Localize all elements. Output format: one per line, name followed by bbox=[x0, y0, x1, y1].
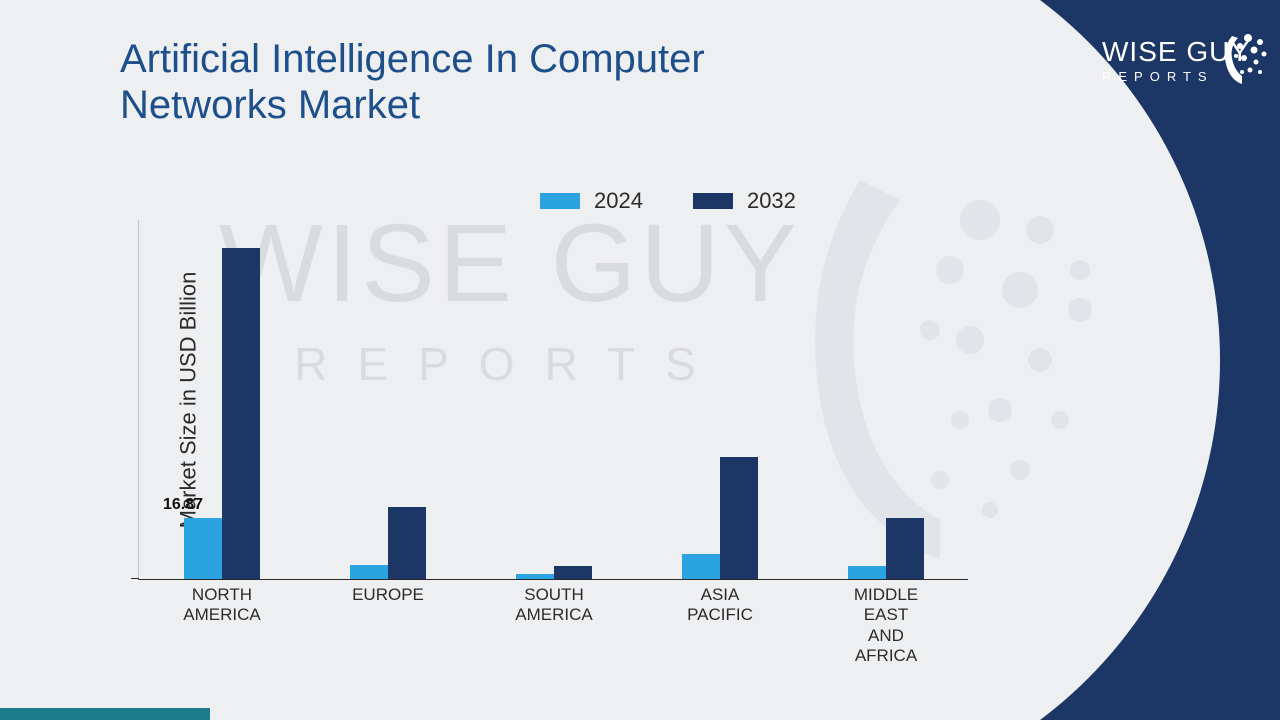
bar-group: SOUTHAMERICA bbox=[474, 566, 634, 579]
brand-line2: REPORTS bbox=[1102, 69, 1214, 84]
bar-2032 bbox=[388, 507, 426, 579]
legend-swatch bbox=[540, 193, 580, 209]
legend-swatch bbox=[693, 193, 733, 209]
legend: 2024 2032 bbox=[540, 188, 796, 214]
bar-group: MIDDLEEASTANDAFRICA bbox=[806, 518, 966, 579]
bar-group: ASIAPACIFIC bbox=[640, 457, 800, 579]
category-label: EUROPE bbox=[318, 585, 458, 605]
plot-area: 16.87NORTHAMERICAEUROPE SOUTHAMERICA ASIAP… bbox=[138, 220, 968, 580]
bar-2032 bbox=[720, 457, 758, 579]
chart-title: Artificial Intelligence In Computer Netw… bbox=[120, 36, 840, 128]
legend-item-2032: 2032 bbox=[693, 188, 796, 214]
bar-group: EUROPE bbox=[308, 507, 468, 579]
bar-2024 bbox=[848, 566, 886, 579]
category-label: SOUTHAMERICA bbox=[484, 585, 624, 626]
bar-value-label: 16.87 bbox=[163, 496, 203, 514]
bar-chart: Market Size in USD Billion 16.87NORTHAME… bbox=[98, 220, 968, 580]
bar-2024 bbox=[516, 574, 554, 579]
category-label: NORTHAMERICA bbox=[152, 585, 292, 626]
bar-2032 bbox=[554, 566, 592, 579]
legend-label: 2032 bbox=[747, 188, 796, 214]
category-label: MIDDLEEASTANDAFRICA bbox=[816, 585, 956, 667]
bar-2024 bbox=[682, 554, 720, 579]
bar-group: 16.87NORTHAMERICA bbox=[142, 248, 302, 579]
bar-2032 bbox=[222, 248, 260, 579]
category-label: ASIAPACIFIC bbox=[650, 585, 790, 626]
legend-label: 2024 bbox=[594, 188, 643, 214]
bottom-accent-bar bbox=[0, 708, 210, 720]
bar-2024 bbox=[350, 565, 388, 579]
bar-2032 bbox=[886, 518, 924, 579]
legend-item-2024: 2024 bbox=[540, 188, 643, 214]
brand-head-icon bbox=[1212, 28, 1272, 88]
bar-2024 bbox=[184, 518, 222, 579]
